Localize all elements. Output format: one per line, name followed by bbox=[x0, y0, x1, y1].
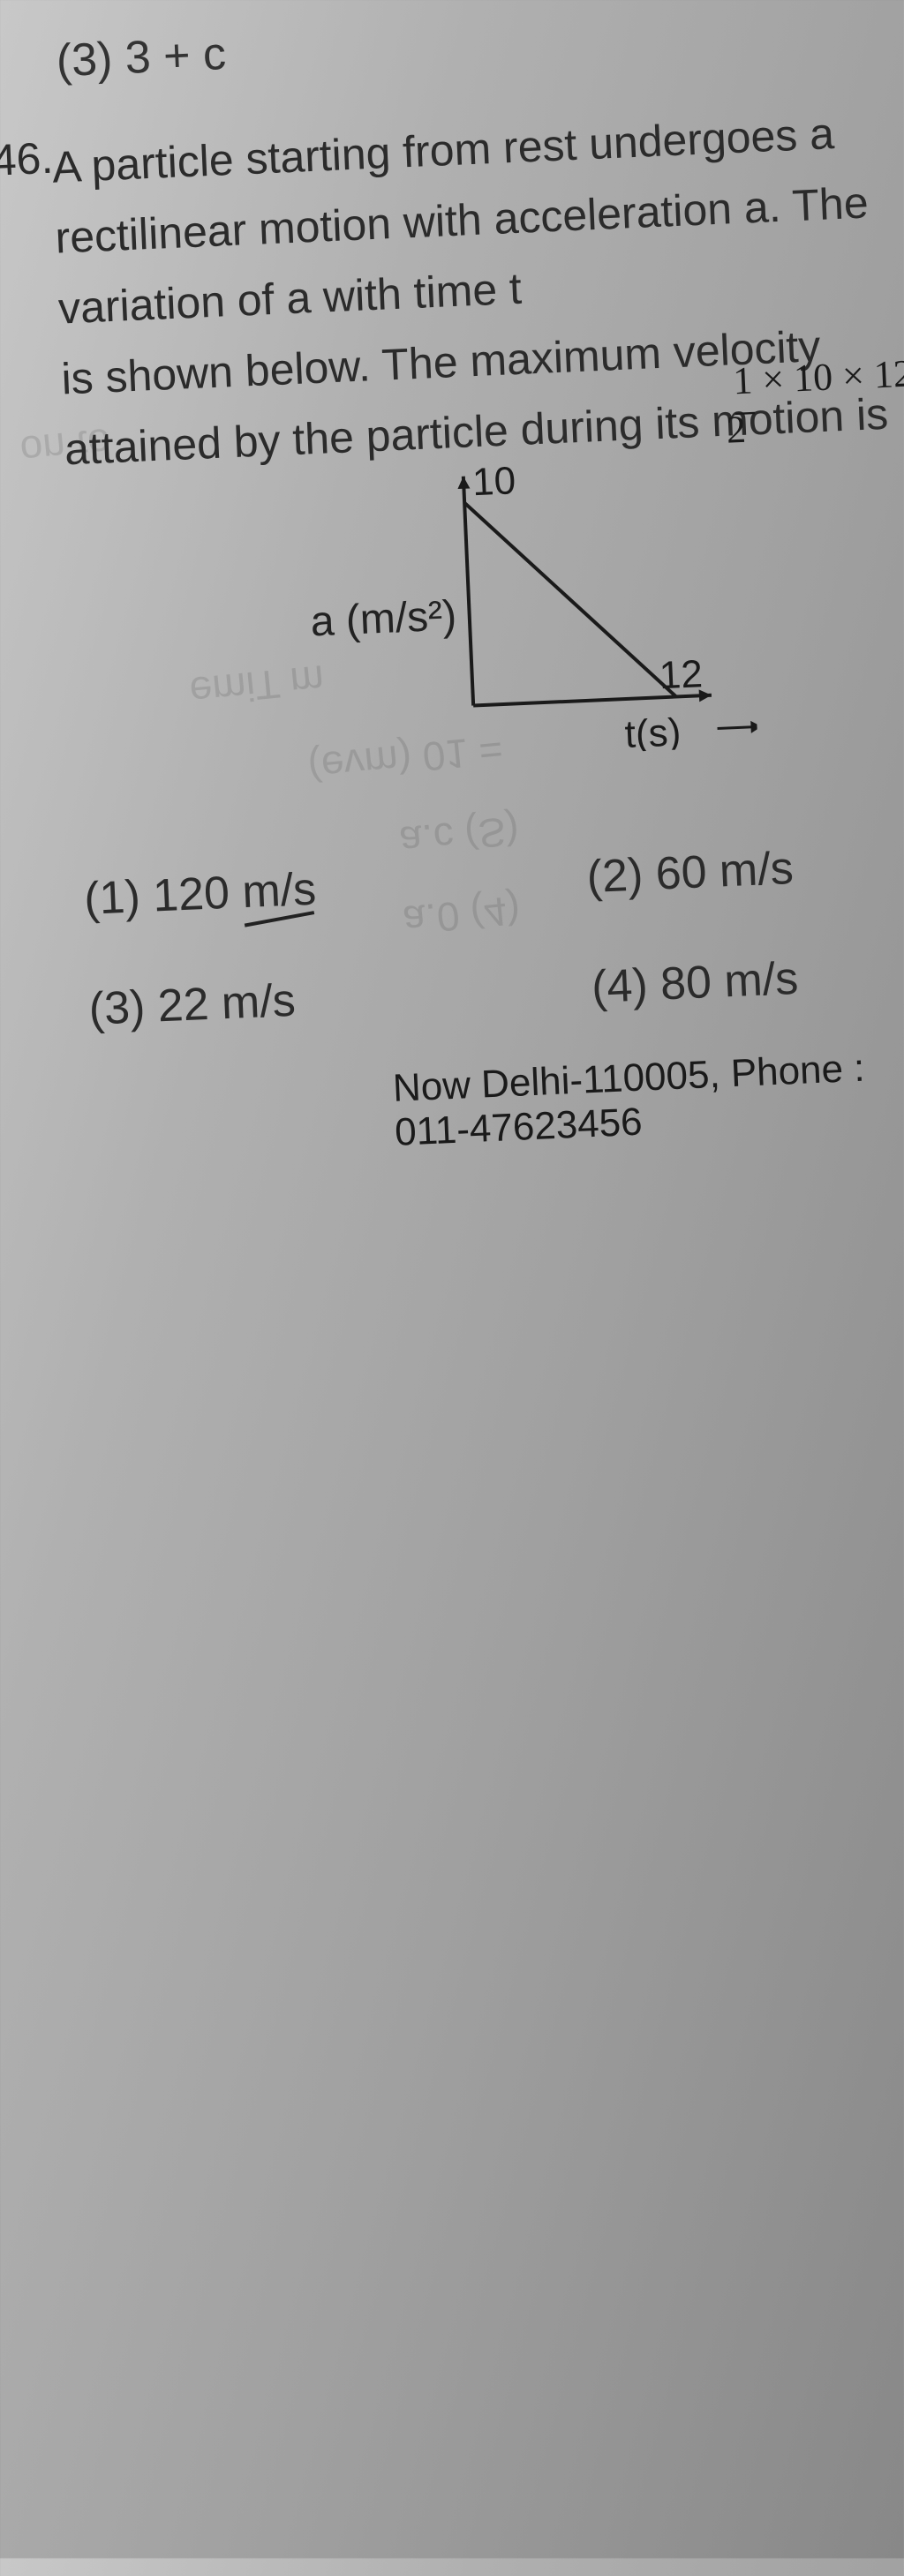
option-2: (2) 60 m/s bbox=[585, 842, 794, 904]
svg-text:t(s): t(s) bbox=[624, 710, 682, 756]
shadow-text: a.c (S) bbox=[397, 807, 521, 866]
shadow-text: on to bbox=[19, 419, 113, 476]
question-line1: A particle starting from rest undergoes … bbox=[51, 109, 870, 333]
option-4: (4) 80 m/s bbox=[591, 952, 799, 1014]
option-3: (3) 22 m/s bbox=[87, 974, 296, 1036]
handwritten-note-1: 1 × 10 × 12 bbox=[732, 350, 904, 403]
question-block: 46. A particle starting from rest underg… bbox=[0, 95, 900, 135]
shadow-text-container: on toemiT m(evm) 01 = a.c (S)a.0 (4) bbox=[0, 0, 896, 20]
shadow-text: a.0 (4) bbox=[401, 886, 523, 944]
fragment-top: (3) 3 + c bbox=[56, 27, 228, 87]
shadow-text: emiT m bbox=[188, 656, 327, 716]
svg-text:10: 10 bbox=[471, 459, 516, 504]
question-number: 46. bbox=[0, 132, 54, 186]
question-text: A particle starting from rest undergoes … bbox=[50, 95, 904, 484]
footer-text: Now Delhi-110005, Phone : 011-47623456 bbox=[392, 1043, 904, 1155]
shadow-text: (evm) 01 = bbox=[306, 725, 505, 792]
svg-text:12: 12 bbox=[659, 652, 704, 697]
y-axis-label: a (m/s²) bbox=[310, 591, 458, 646]
graph-svg: 10 12 t(s) bbox=[426, 429, 757, 760]
graph: a (m/s²) 1012t(s) bbox=[426, 429, 757, 760]
